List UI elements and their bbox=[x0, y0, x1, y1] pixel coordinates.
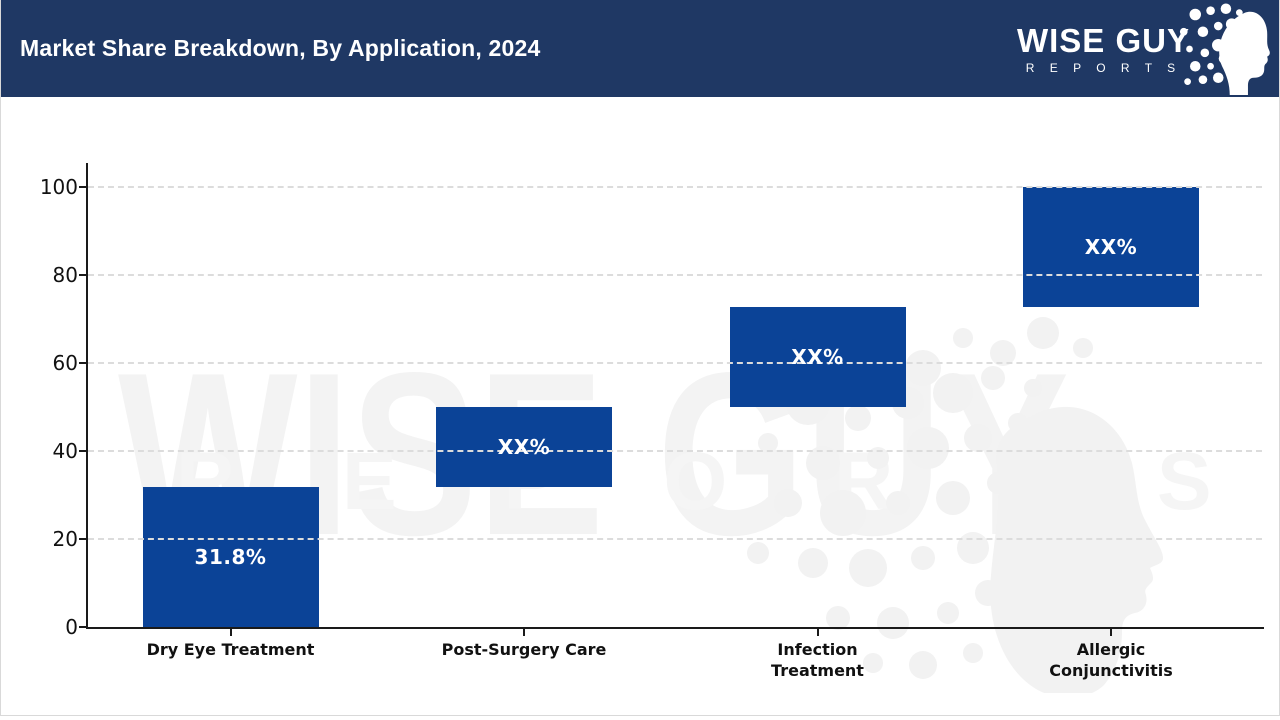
y-tick-label: 60 bbox=[52, 351, 78, 375]
y-tick-mark bbox=[79, 274, 87, 276]
y-tick-label: 20 bbox=[52, 527, 78, 551]
x-category-label: Infection Treatment bbox=[771, 640, 864, 680]
bar-value-label: XX% bbox=[791, 345, 844, 370]
header-bar: Market Share Breakdown, By Application, … bbox=[0, 0, 1280, 97]
y-tick-label: 100 bbox=[39, 175, 78, 199]
bar-value-label: XX% bbox=[497, 435, 551, 460]
brand-name: WISE GUY bbox=[1016, 22, 1190, 59]
chart-canvas: WISE GUY R E P O R T S 0 20 40 60 80 100 31.8%… bbox=[0, 97, 1280, 720]
x-tick-mark bbox=[523, 629, 525, 636]
gridline bbox=[88, 186, 1262, 188]
y-tick-mark bbox=[79, 186, 87, 188]
y-tick-mark bbox=[79, 450, 87, 452]
y-tick-mark bbox=[79, 626, 87, 628]
brand-logo: WISE GUY R E P O R T S bbox=[1016, 3, 1272, 95]
gridline bbox=[88, 274, 1262, 276]
bar-value-label: XX% bbox=[1084, 235, 1138, 260]
x-category-label: Post-Surgery Care bbox=[441, 640, 607, 659]
y-tick-mark bbox=[79, 362, 87, 364]
page-title: Market Share Breakdown, By Application, … bbox=[20, 35, 541, 61]
bar-value-label: 31.8% bbox=[194, 545, 267, 570]
x-axis-spine bbox=[86, 627, 1264, 629]
brand-logo-text: WISE GUY R E P O R T S bbox=[1016, 22, 1190, 76]
x-tick-mark bbox=[1110, 629, 1112, 636]
x-tick-mark bbox=[816, 629, 819, 636]
gridline bbox=[88, 362, 1262, 364]
bar-segment bbox=[1023, 187, 1199, 308]
gridline bbox=[88, 450, 1262, 452]
bar-segment bbox=[436, 407, 612, 488]
brand-head-icon bbox=[1179, 3, 1270, 95]
gridline bbox=[88, 538, 1262, 540]
brand-subtitle: R E P O R T S bbox=[1025, 61, 1182, 75]
y-tick-label: 40 bbox=[52, 439, 78, 463]
x-category-label: Allergic Conjunctivitis bbox=[1049, 640, 1173, 680]
x-category-label: Dry Eye Treatment bbox=[146, 640, 315, 659]
bar-segment bbox=[142, 487, 319, 627]
x-tick-mark bbox=[229, 629, 232, 636]
bar-segment bbox=[729, 307, 906, 407]
y-tick-label: 0 bbox=[65, 615, 78, 639]
y-tick-mark bbox=[79, 538, 87, 540]
y-axis-spine bbox=[86, 163, 88, 629]
y-tick-label: 80 bbox=[52, 263, 78, 287]
